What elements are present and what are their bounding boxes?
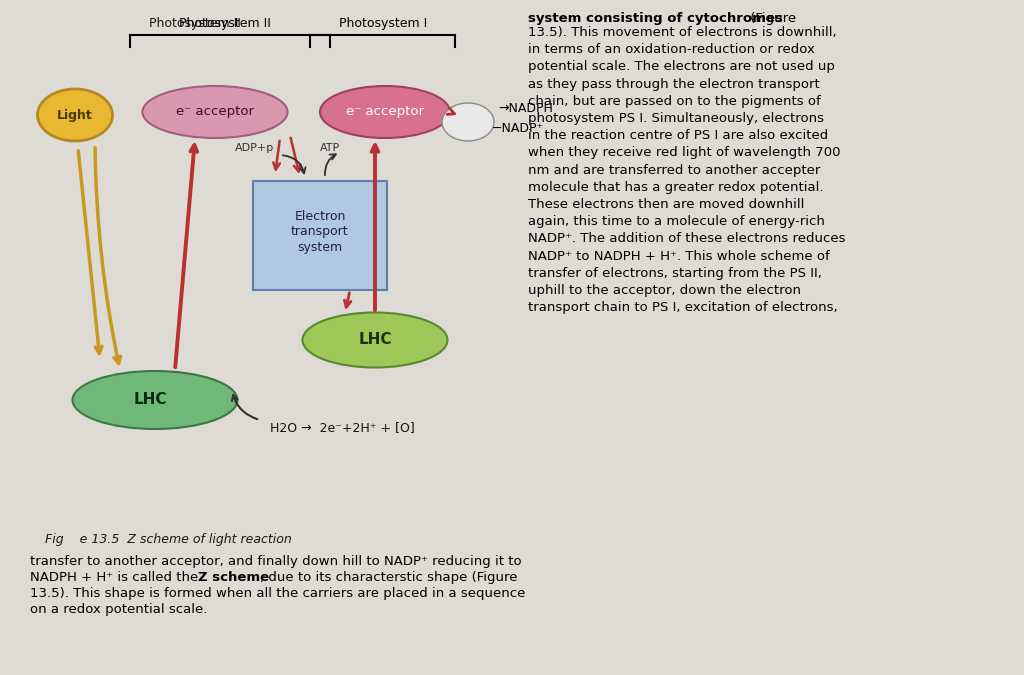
Text: 13.5). This movement of electrons is downhill,
in terms of an oxidation-reductio: 13.5). This movement of electrons is dow… [528,26,846,314]
Text: system consisting of cytochromes: system consisting of cytochromes [528,12,782,25]
Text: Photosystem I: Photosystem I [339,17,427,30]
Text: NADPH + H⁺ is called the: NADPH + H⁺ is called the [30,571,203,584]
Text: LHC: LHC [133,392,167,408]
Ellipse shape [319,86,450,138]
Ellipse shape [302,313,447,367]
Ellipse shape [442,103,494,141]
Ellipse shape [73,371,238,429]
Text: ATP: ATP [319,143,340,153]
Text: Photosystem II: Photosystem II [150,17,241,30]
Text: e⁻ acceptor: e⁻ acceptor [346,105,424,119]
Ellipse shape [38,89,113,141]
Text: H2O →  2e⁻+2H⁺ + [O]: H2O → 2e⁻+2H⁺ + [O] [270,421,415,435]
Text: Photosystem II: Photosystem II [179,17,271,30]
Text: →NADPH: →NADPH [498,101,553,115]
FancyBboxPatch shape [253,181,387,290]
Text: on a redox potential scale.: on a redox potential scale. [30,603,208,616]
Text: ADP+p: ADP+p [236,143,274,153]
Text: (Figure: (Figure [746,12,796,25]
Text: 13.5). This shape is formed when all the carriers are placed in a sequence: 13.5). This shape is formed when all the… [30,587,525,600]
Text: , due to its characterstic shape (Figure: , due to its characterstic shape (Figure [260,571,517,584]
Text: Fig    e 13.5  Z scheme of light reaction: Fig e 13.5 Z scheme of light reaction [45,533,292,547]
Text: LHC: LHC [358,333,392,348]
Text: Electron
transport
system: Electron transport system [291,211,349,254]
Ellipse shape [142,86,288,138]
Text: Light: Light [57,109,93,121]
Text: transfer to another acceptor, and finally down hill to NADP⁺ reducing it to: transfer to another acceptor, and finall… [30,555,521,568]
Text: e⁻ acceptor: e⁻ acceptor [176,105,254,119]
Text: Z scheme: Z scheme [198,571,269,584]
Text: −NADP⁺: −NADP⁺ [492,122,544,134]
